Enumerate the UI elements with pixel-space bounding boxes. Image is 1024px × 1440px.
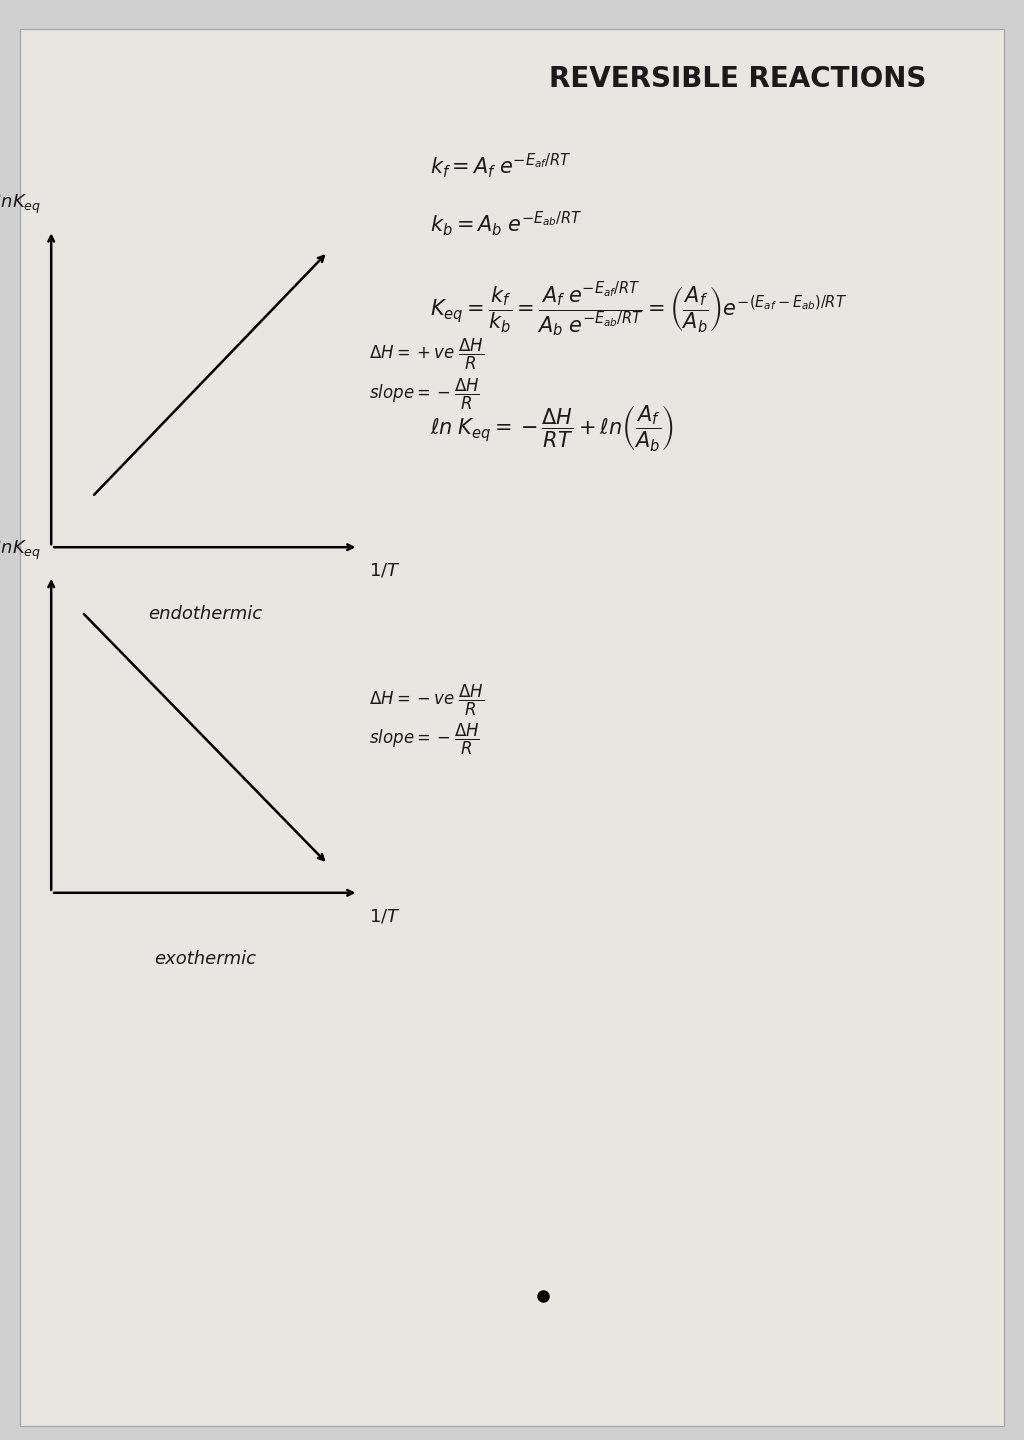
Text: $\ell n \; K_{eq} = -\dfrac{\Delta H}{RT} + \ell n\left(\dfrac{A_f}{A_b}\right)$: $\ell n \; K_{eq} = -\dfrac{\Delta H}{RT… [430, 403, 674, 454]
Text: $\Delta H = +ve \; \dfrac{\Delta H}{R}$
$slope = -\dfrac{\Delta H}{R}$: $\Delta H = +ve \; \dfrac{\Delta H}{R}$ … [369, 337, 483, 412]
Text: $\ell nK_{eq}$: $\ell nK_{eq}$ [0, 193, 41, 216]
Text: endothermic: endothermic [147, 605, 262, 622]
Text: exothermic: exothermic [154, 950, 256, 968]
Text: $1/T$: $1/T$ [369, 907, 400, 926]
Text: $\ell nK_{eq}$: $\ell nK_{eq}$ [0, 539, 41, 562]
FancyBboxPatch shape [20, 29, 1004, 1426]
Text: $k_b = A_b \; e^{-E_{ab}/RT}$: $k_b = A_b \; e^{-E_{ab}/RT}$ [430, 209, 583, 238]
Text: $1/T$: $1/T$ [369, 562, 400, 579]
Text: $\Delta H = -ve \; \dfrac{\Delta H}{R}$
$slope = -\dfrac{\Delta H}{R}$: $\Delta H = -ve \; \dfrac{\Delta H}{R}$ … [369, 683, 483, 757]
Text: $k_f = A_f \; e^{-E_{af}/RT}$: $k_f = A_f \; e^{-E_{af}/RT}$ [430, 151, 571, 180]
Text: $K_{eq} = \dfrac{k_f}{k_b} = \dfrac{A_f \; e^{-E_{af}/RT}}{A_b \; e^{-E_{ab}/RT}: $K_{eq} = \dfrac{k_f}{k_b} = \dfrac{A_f … [430, 281, 847, 340]
Text: REVERSIBLE REACTIONS: REVERSIBLE REACTIONS [549, 65, 926, 92]
